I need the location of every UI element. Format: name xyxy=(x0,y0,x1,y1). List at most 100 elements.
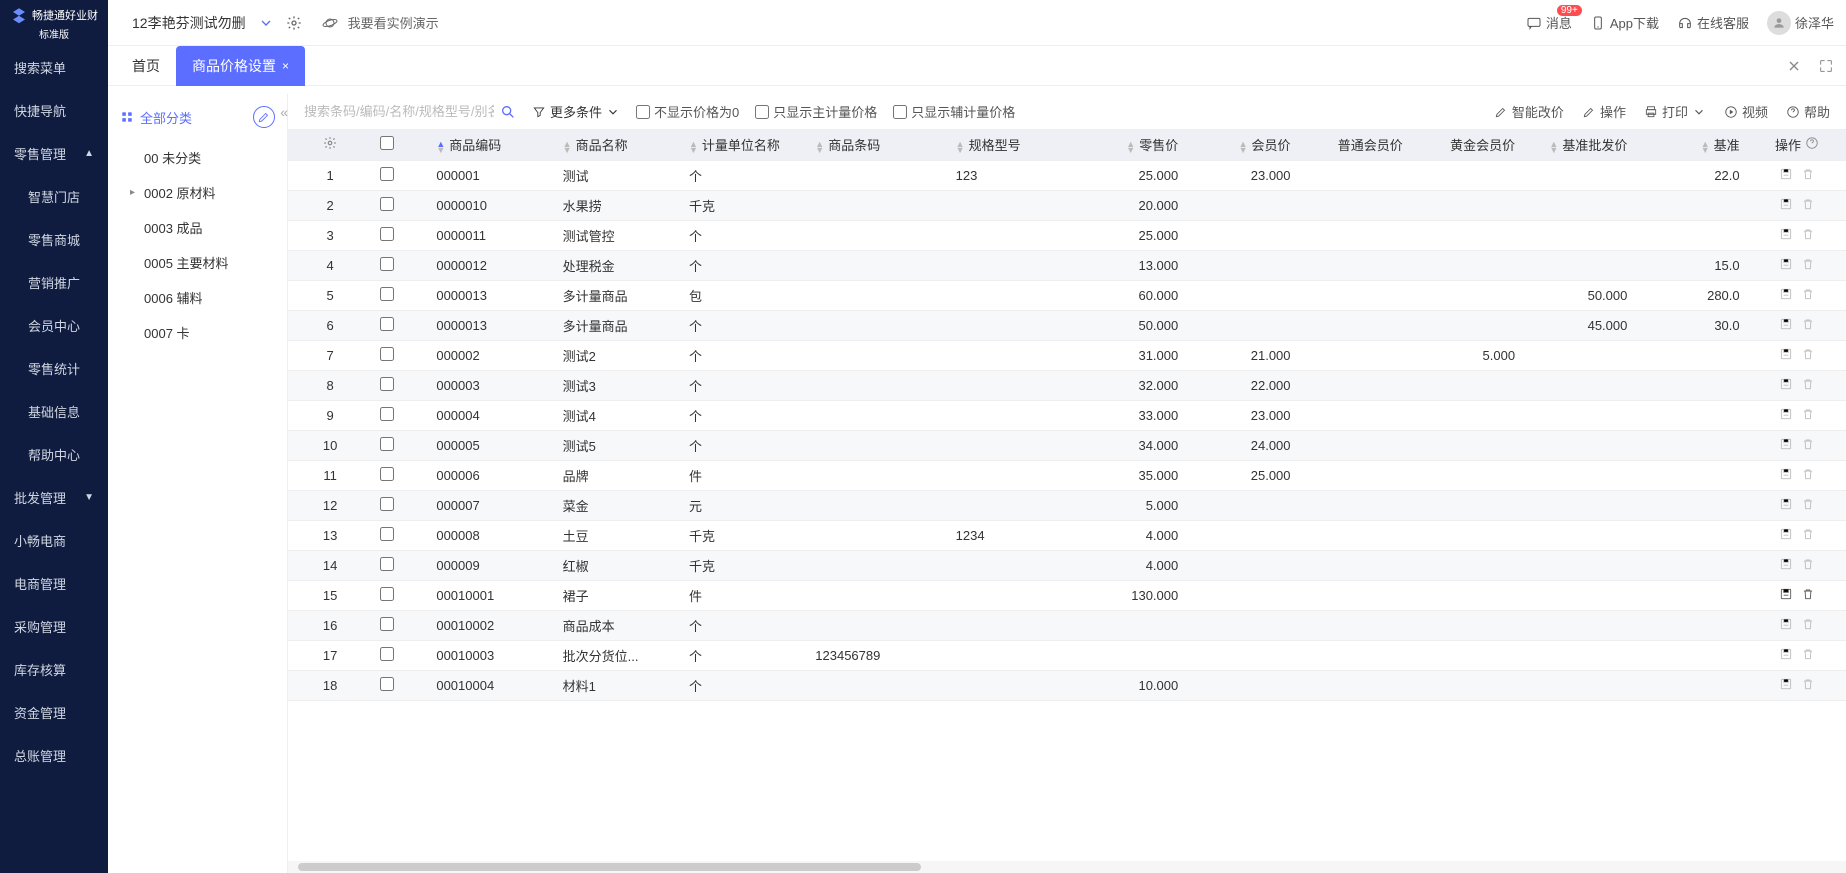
cell-member[interactable]: 23.000 xyxy=(1186,400,1298,430)
row-checkbox[interactable] xyxy=(372,250,428,280)
cell-wholesale[interactable] xyxy=(1523,430,1635,460)
cell-member-gold[interactable] xyxy=(1411,280,1523,310)
cell-member-normal[interactable] xyxy=(1299,340,1411,370)
sidebar-subitem[interactable]: 零售统计 xyxy=(0,347,108,390)
cell-member[interactable]: 24.000 xyxy=(1186,430,1298,460)
row-delete-button[interactable] xyxy=(1801,617,1815,634)
sidebar-subitem[interactable]: 智慧门店 xyxy=(0,175,108,218)
cell-member-gold[interactable] xyxy=(1411,190,1523,220)
th-checkbox[interactable] xyxy=(372,130,428,160)
cell-wholesale[interactable] xyxy=(1523,160,1635,190)
cell-member-gold[interactable] xyxy=(1411,220,1523,250)
cell-base[interactable] xyxy=(1635,550,1747,580)
sidebar-item[interactable]: 快捷导航 xyxy=(0,89,108,132)
cell-member-normal[interactable] xyxy=(1299,400,1411,430)
cell-retail[interactable]: 50.000 xyxy=(1074,310,1186,340)
sidebar-subitem[interactable]: 基础信息 xyxy=(0,390,108,433)
row-delete-button[interactable] xyxy=(1801,287,1815,304)
cell-retail[interactable]: 32.000 xyxy=(1074,370,1186,400)
cell-retail[interactable]: 13.000 xyxy=(1074,250,1186,280)
cell-base[interactable] xyxy=(1635,490,1747,520)
table-row[interactable]: 7 000002 测试2 个 31.000 21.000 5.000 xyxy=(288,340,1846,370)
row-save-button[interactable] xyxy=(1779,167,1793,184)
cell-member-normal[interactable] xyxy=(1299,490,1411,520)
table-row[interactable]: 12 000007 菜金 元 5.000 xyxy=(288,490,1846,520)
cell-wholesale[interactable] xyxy=(1523,190,1635,220)
sidebar-subitem[interactable]: 会员中心 xyxy=(0,304,108,347)
row-save-button[interactable] xyxy=(1779,647,1793,664)
cell-member-normal[interactable] xyxy=(1299,610,1411,640)
app-download-button[interactable]: App下载 xyxy=(1590,13,1659,32)
th-wholesale[interactable]: ▲▼基准批发价 xyxy=(1523,130,1635,160)
table-row[interactable]: 1 000001 测试 个 123 25.000 23.000 22.0 xyxy=(288,160,1846,190)
row-checkbox[interactable] xyxy=(372,340,428,370)
th-name[interactable]: ▲▼商品名称 xyxy=(555,130,681,160)
row-delete-button[interactable] xyxy=(1801,587,1815,604)
category-item[interactable]: 0007 卡 xyxy=(112,315,283,350)
cell-member-normal[interactable] xyxy=(1299,550,1411,580)
cell-member-gold[interactable] xyxy=(1411,400,1523,430)
row-delete-button[interactable] xyxy=(1801,197,1815,214)
row-checkbox[interactable] xyxy=(372,430,428,460)
hide-zero-checkbox[interactable]: 不显示价格为0 xyxy=(636,102,739,121)
cell-member-normal[interactable] xyxy=(1299,190,1411,220)
row-checkbox[interactable] xyxy=(372,490,428,520)
cell-member-gold[interactable] xyxy=(1411,640,1523,670)
row-checkbox[interactable] xyxy=(372,640,428,670)
row-save-button[interactable] xyxy=(1779,587,1793,604)
cell-member-normal[interactable] xyxy=(1299,460,1411,490)
help-button[interactable]: 帮助 xyxy=(1786,102,1830,121)
row-delete-button[interactable] xyxy=(1801,497,1815,514)
gear-icon[interactable] xyxy=(286,15,302,31)
row-save-button[interactable] xyxy=(1779,557,1793,574)
cell-retail[interactable]: 60.000 xyxy=(1074,280,1186,310)
cell-member[interactable] xyxy=(1186,190,1298,220)
row-checkbox[interactable] xyxy=(372,370,428,400)
demo-link[interactable]: 我要看实例演示 xyxy=(348,13,439,32)
category-collapse-button[interactable]: « xyxy=(280,104,288,120)
cell-wholesale[interactable]: 45.000 xyxy=(1523,310,1635,340)
cell-wholesale[interactable] xyxy=(1523,550,1635,580)
row-delete-button[interactable] xyxy=(1801,377,1815,394)
operate-button[interactable]: 操作 xyxy=(1582,102,1626,121)
cell-base[interactable] xyxy=(1635,580,1747,610)
table-row[interactable]: 8 000003 测试3 个 32.000 22.000 xyxy=(288,370,1846,400)
cell-member[interactable]: 23.000 xyxy=(1186,160,1298,190)
tabs-expand-button[interactable] xyxy=(1814,53,1838,78)
row-delete-button[interactable] xyxy=(1801,407,1815,424)
cell-base[interactable] xyxy=(1635,640,1747,670)
cell-member-gold[interactable] xyxy=(1411,370,1523,400)
data-table-wrap[interactable]: ▲▼商品编码 ▲▼商品名称 ▲▼计量单位名称 ▲▼商品条码 ▲▼规格型号 ▲▼零… xyxy=(288,130,1846,861)
th-base[interactable]: ▲▼基准 xyxy=(1635,130,1747,160)
cell-base[interactable]: 22.0 xyxy=(1635,160,1747,190)
cell-retail[interactable]: 31.000 xyxy=(1074,340,1186,370)
sidebar-item[interactable]: 总账管理 xyxy=(0,734,108,777)
row-checkbox[interactable] xyxy=(372,610,428,640)
row-checkbox[interactable] xyxy=(372,160,428,190)
row-delete-button[interactable] xyxy=(1801,257,1815,274)
more-conditions-button[interactable]: 更多条件 xyxy=(532,102,620,121)
cell-base[interactable]: 280.0 xyxy=(1635,280,1747,310)
planet-icon[interactable] xyxy=(322,15,338,31)
cell-member-gold[interactable] xyxy=(1411,310,1523,340)
main-unit-checkbox[interactable]: 只显示主计量价格 xyxy=(755,102,877,121)
row-save-button[interactable] xyxy=(1779,317,1793,334)
category-item[interactable]: 0006 辅料 xyxy=(112,280,283,315)
cell-member-gold[interactable] xyxy=(1411,430,1523,460)
cell-retail[interactable]: 33.000 xyxy=(1074,400,1186,430)
cell-member-gold[interactable] xyxy=(1411,670,1523,700)
table-row[interactable]: 16 00010002 商品成本 个 xyxy=(288,610,1846,640)
row-save-button[interactable] xyxy=(1779,467,1793,484)
cell-base[interactable] xyxy=(1635,190,1747,220)
cell-member-normal[interactable] xyxy=(1299,580,1411,610)
sidebar-item[interactable]: 搜索菜单 xyxy=(0,46,108,89)
sidebar-subitem[interactable]: 营销推广 xyxy=(0,261,108,304)
row-checkbox[interactable] xyxy=(372,520,428,550)
cell-retail[interactable] xyxy=(1074,610,1186,640)
category-item[interactable]: ▸0002 原材料 xyxy=(112,175,283,210)
cell-retail[interactable]: 35.000 xyxy=(1074,460,1186,490)
cell-member[interactable] xyxy=(1186,250,1298,280)
cell-wholesale[interactable] xyxy=(1523,340,1635,370)
th-member[interactable]: ▲▼会员价 xyxy=(1186,130,1298,160)
service-button[interactable]: 在线客服 xyxy=(1677,13,1749,32)
